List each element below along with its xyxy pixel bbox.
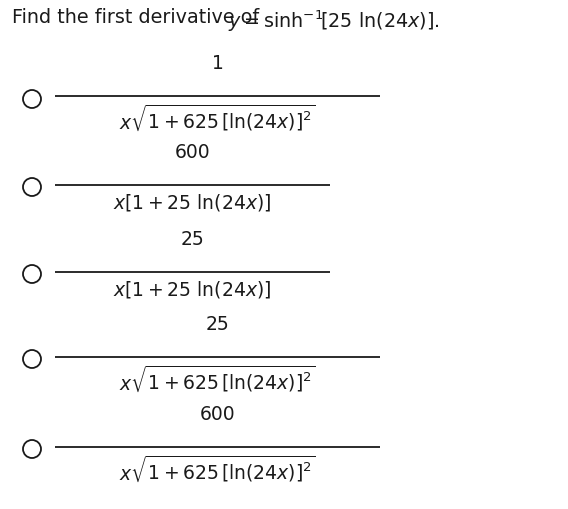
Text: $x\sqrt{1 + 625\,[\ln(24x)]^2}$: $x\sqrt{1 + 625\,[\ln(24x)]^2}$: [119, 453, 316, 484]
Text: 25: 25: [181, 230, 204, 248]
Text: $x\sqrt{1 + 625\,[\ln(24x)]^2}$: $x\sqrt{1 + 625\,[\ln(24x)]^2}$: [119, 103, 316, 133]
Text: 600: 600: [200, 404, 235, 423]
Text: Find the first derivative of: Find the first derivative of: [12, 8, 265, 27]
Text: $x\sqrt{1 + 625\,[\ln(24x)]^2}$: $x\sqrt{1 + 625\,[\ln(24x)]^2}$: [119, 363, 316, 393]
Text: $y = \mathrm{sinh}^{-1}\!\left[25\ \ln(24x)\right].$: $y = \mathrm{sinh}^{-1}\!\left[25\ \ln(2…: [228, 8, 440, 34]
Text: $x\left[1 + 25\ \ln(24x)\right]$: $x\left[1 + 25\ \ln(24x)\right]$: [114, 191, 272, 213]
Text: 1: 1: [211, 54, 223, 73]
Text: $x\left[1 + 25\ \ln(24x)\right]$: $x\left[1 + 25\ \ln(24x)\right]$: [114, 278, 272, 299]
Text: 600: 600: [175, 143, 210, 162]
Text: 25: 25: [206, 315, 229, 333]
